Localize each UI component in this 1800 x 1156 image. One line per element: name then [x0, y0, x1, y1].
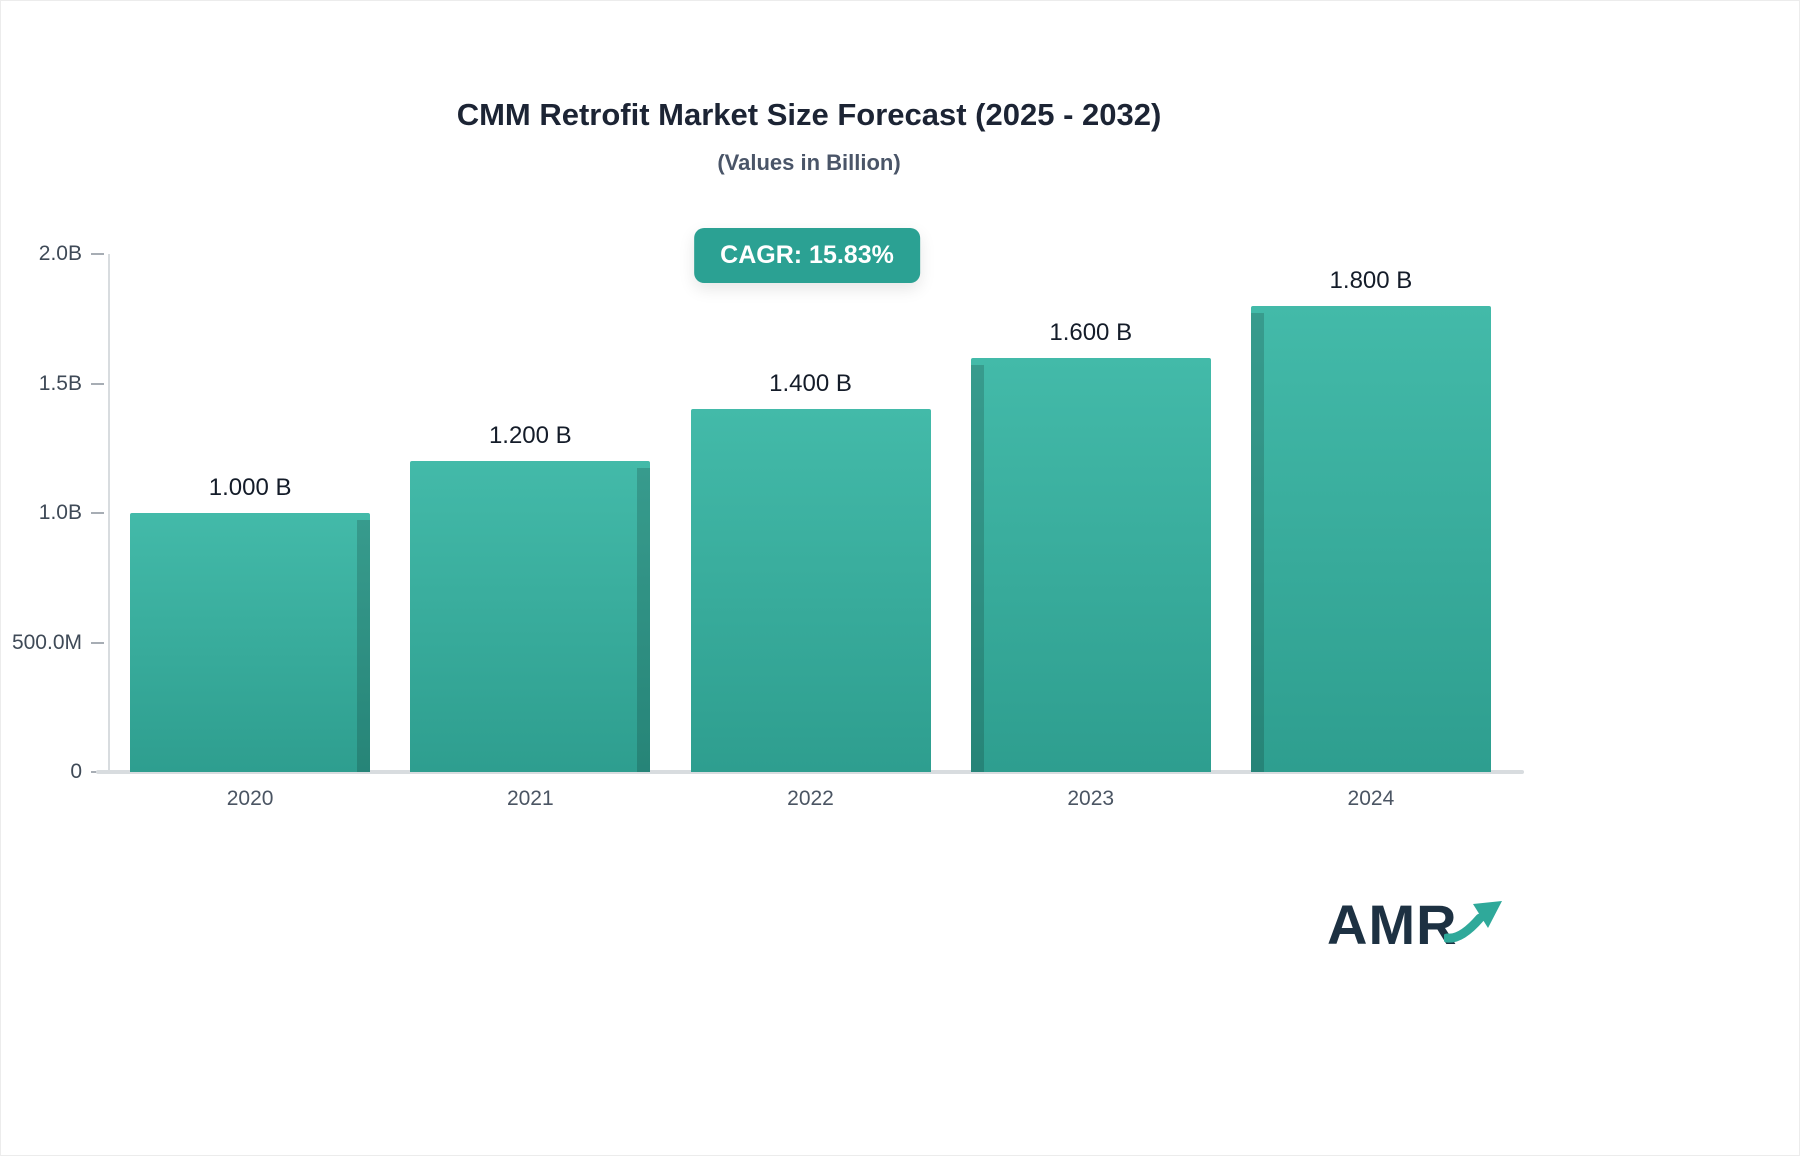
y-tick-label: 500.0M — [11, 630, 82, 654]
y-tick: 2.0B — [39, 242, 104, 266]
y-tick-dash — [91, 512, 104, 514]
bar — [130, 513, 371, 772]
y-tick-label: 1.0B — [38, 501, 82, 524]
bar-group: 1.400 B — [670, 254, 950, 772]
bar-value-label: 1.200 B — [488, 422, 572, 450]
y-tick-dash — [91, 641, 104, 644]
bar — [690, 409, 931, 772]
amr-logo: AMR — [1327, 897, 1506, 953]
bar-group: 1.600 B — [951, 254, 1231, 773]
y-tick: 500.0M — [12, 631, 104, 655]
cagr-badge: CAGR: 15.83% — [694, 228, 920, 283]
bar-value-label: 1.800 B — [1329, 266, 1413, 294]
bar-group: 1.200 B — [390, 254, 670, 772]
amr-logo-text: AMR — [1327, 893, 1458, 956]
bar — [410, 461, 651, 772]
y-tick-label: 1.5B — [38, 371, 82, 395]
y-tick: 1.0B — [39, 501, 104, 525]
bar-value-label: 1.600 B — [1049, 318, 1133, 346]
bar-group: 1.000 B — [110, 254, 390, 772]
bar — [1250, 305, 1491, 773]
y-tick: 1.5B — [39, 372, 104, 396]
x-tick-label: 2024 — [1347, 787, 1395, 810]
bar — [970, 357, 1211, 773]
x-axis-labels: 2020 2021 2022 2023 2024 — [110, 787, 1511, 811]
plot-area: 1.000 B 1.200 B 1.400 B 1.600 B 1.800 B — [110, 254, 1511, 773]
page-subtitle: (Values in Billion) — [717, 150, 901, 175]
x-tick-label: 2021 — [506, 787, 554, 810]
bar-group: 1.800 B — [1231, 254, 1511, 773]
y-tick-label: 2.0B — [38, 242, 82, 265]
y-tick-dash — [91, 253, 104, 255]
y-tick-dash — [91, 382, 104, 385]
y-axis-line — [108, 254, 110, 772]
x-tick-label: 2023 — [1067, 787, 1115, 810]
trend-arrow-icon — [1443, 901, 1502, 943]
x-tick-label: 2020 — [226, 787, 274, 810]
bar-value-label: 1.000 B — [208, 474, 292, 501]
x-axis-line — [96, 770, 1524, 774]
page-title: CMM Retrofit Market Size Forecast (2025 … — [456, 97, 1162, 132]
bar-value-label: 1.400 B — [769, 370, 852, 398]
x-tick-label: 2022 — [787, 787, 834, 810]
y-axis: 2.0B 1.5B 1.0B 500.0M 0 — [1, 242, 104, 783]
y-tick-label: 0 — [70, 760, 82, 783]
